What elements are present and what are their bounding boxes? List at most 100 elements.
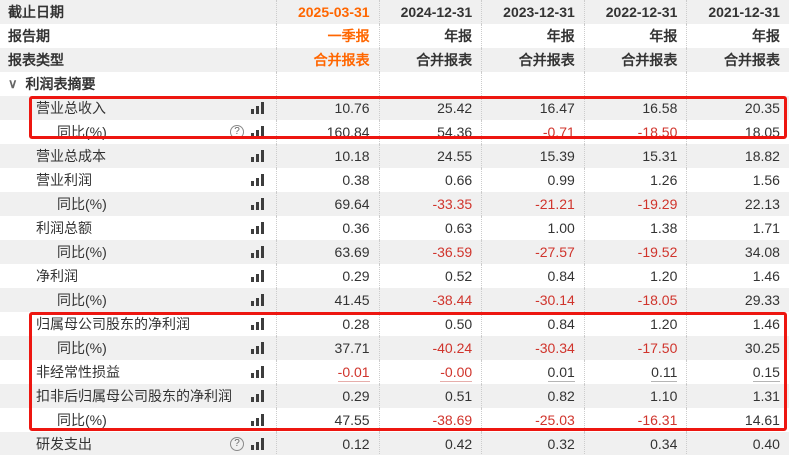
value-cell: 63.69 <box>276 240 379 264</box>
value-cell: 29.33 <box>686 288 789 312</box>
value: 1.56 <box>752 172 780 188</box>
bar-glyph <box>256 370 259 378</box>
bar-chart-icon[interactable] <box>251 294 264 306</box>
value-cell: -18.05 <box>583 288 687 312</box>
value: -18.05 <box>637 292 678 308</box>
value: -0.00 <box>440 364 473 382</box>
value: 69.64 <box>334 196 370 212</box>
value: 1.46 <box>752 316 780 332</box>
row-label-cell: 同比(%) <box>0 288 276 312</box>
bar-glyph <box>261 222 264 234</box>
header-row-label: 截止日期 <box>8 4 64 20</box>
value-cell: 1.38 <box>583 216 687 240</box>
value: 0.01 <box>547 364 575 382</box>
bar-glyph <box>261 150 264 162</box>
value-cell: -21.21 <box>481 192 584 216</box>
header-value-cell: 一季报 <box>276 24 379 48</box>
header-value-cell: 2024-12-31 <box>378 0 482 24</box>
value: 41.45 <box>334 292 370 308</box>
value-cell: 18.82 <box>686 144 789 168</box>
section-row: ∨ 利润表摘要 <box>0 72 789 96</box>
value: 0.28 <box>342 316 370 332</box>
row-label: 扣非后归属母公司股东的净利润 <box>36 388 232 404</box>
value: 0.84 <box>547 268 575 284</box>
value: 25.42 <box>437 100 473 116</box>
value-cell: 0.29 <box>276 264 379 288</box>
empty-cell <box>276 72 379 96</box>
value: 0.82 <box>547 388 575 404</box>
table-row: 营业总收入 10.76 25.42 16.47 16.58 20.35 <box>0 96 789 120</box>
row-icons <box>251 198 264 210</box>
bar-chart-icon[interactable] <box>251 366 264 378</box>
row-label-cell: 同比(%) <box>0 408 276 432</box>
bar-chart-icon[interactable] <box>251 390 264 402</box>
table-row: 同比(%)? 160.84 54.36 -0.71 -18.50 18.05 <box>0 120 789 144</box>
value: -25.03 <box>535 412 575 428</box>
bar-chart-icon[interactable] <box>251 198 264 210</box>
row-label: 营业利润 <box>36 172 92 188</box>
value-cell: 47.55 <box>276 408 379 432</box>
help-icon[interactable]: ? <box>230 125 244 139</box>
row-label: 归属母公司股东的净利润 <box>36 316 190 332</box>
value: 0.52 <box>444 268 473 284</box>
value-cell: 0.28 <box>276 312 379 336</box>
header-value-cell: 年报 <box>686 24 789 48</box>
row-label: 营业总收入 <box>36 100 106 116</box>
header-value-cell: 年报 <box>378 24 482 48</box>
bar-chart-icon[interactable] <box>251 246 264 258</box>
bar-chart-icon[interactable] <box>251 222 264 234</box>
bar-chart-icon[interactable] <box>251 126 264 138</box>
bar-chart-icon[interactable] <box>251 438 264 450</box>
header-value-cell: 2025-03-31 <box>276 0 379 24</box>
value-cell: 0.38 <box>276 168 379 192</box>
value: 0.84 <box>547 316 575 332</box>
value: 0.11 <box>651 364 678 382</box>
table-row: 同比(%) 41.45 -38.44 -30.14 -18.05 29.33 <box>0 288 789 312</box>
value-cell: 0.36 <box>276 216 379 240</box>
row-icons <box>251 270 264 282</box>
table-data-rows: 营业总收入 10.76 25.42 16.47 16.58 20.35 同比(%)? 160.… <box>0 96 789 455</box>
bar-chart-icon[interactable] <box>251 318 264 330</box>
value: -17.50 <box>637 340 678 356</box>
section-header[interactable]: ∨ 利润表摘要 <box>0 72 276 96</box>
value-cell: 0.52 <box>378 264 482 288</box>
value: 0.50 <box>444 316 473 332</box>
bar-chart-icon[interactable] <box>251 270 264 282</box>
value-cell: 15.31 <box>583 144 687 168</box>
table-row: 归属母公司股东的净利润 0.28 0.50 0.84 1.20 1.46 <box>0 312 789 336</box>
value: 0.42 <box>444 436 473 452</box>
value-cell: 0.66 <box>378 168 482 192</box>
bar-chart-icon[interactable] <box>251 414 264 426</box>
chevron-down-icon[interactable]: ∨ <box>8 76 18 91</box>
value-cell: 0.63 <box>378 216 482 240</box>
value-cell: 1.10 <box>583 384 687 408</box>
bar-chart-icon[interactable] <box>251 174 264 186</box>
value: 0.12 <box>342 436 370 452</box>
row-icons: ? <box>230 437 264 451</box>
value: -40.24 <box>432 340 473 356</box>
value-cell: -19.52 <box>583 240 687 264</box>
row-label: 同比(%) <box>57 292 107 308</box>
row-label: 营业总成本 <box>36 148 106 164</box>
bar-chart-icon[interactable] <box>251 102 264 114</box>
value: 10.76 <box>334 100 370 116</box>
value-cell: -0.00 <box>378 360 482 384</box>
value-cell: 30.25 <box>686 336 789 360</box>
table-row: 同比(%) 69.64 -33.35 -21.21 -19.29 22.13 <box>0 192 789 216</box>
value: 0.32 <box>547 436 575 452</box>
value-cell: 1.56 <box>686 168 789 192</box>
bar-glyph <box>261 366 264 378</box>
value: 24.55 <box>437 148 473 164</box>
value: 0.29 <box>342 268 370 284</box>
value: 29.33 <box>744 292 780 308</box>
help-icon[interactable]: ? <box>230 437 244 451</box>
table-row: 营业利润 0.38 0.66 0.99 1.26 1.56 <box>0 168 789 192</box>
value-cell: 1.46 <box>686 312 789 336</box>
row-label: 同比(%) <box>57 196 107 212</box>
row-label-cell: 营业总收入 <box>0 96 276 120</box>
bar-chart-icon[interactable] <box>251 342 264 354</box>
bar-chart-icon[interactable] <box>251 150 264 162</box>
bar-glyph <box>256 394 259 402</box>
value-cell: 20.35 <box>686 96 789 120</box>
bar-glyph <box>256 346 259 354</box>
